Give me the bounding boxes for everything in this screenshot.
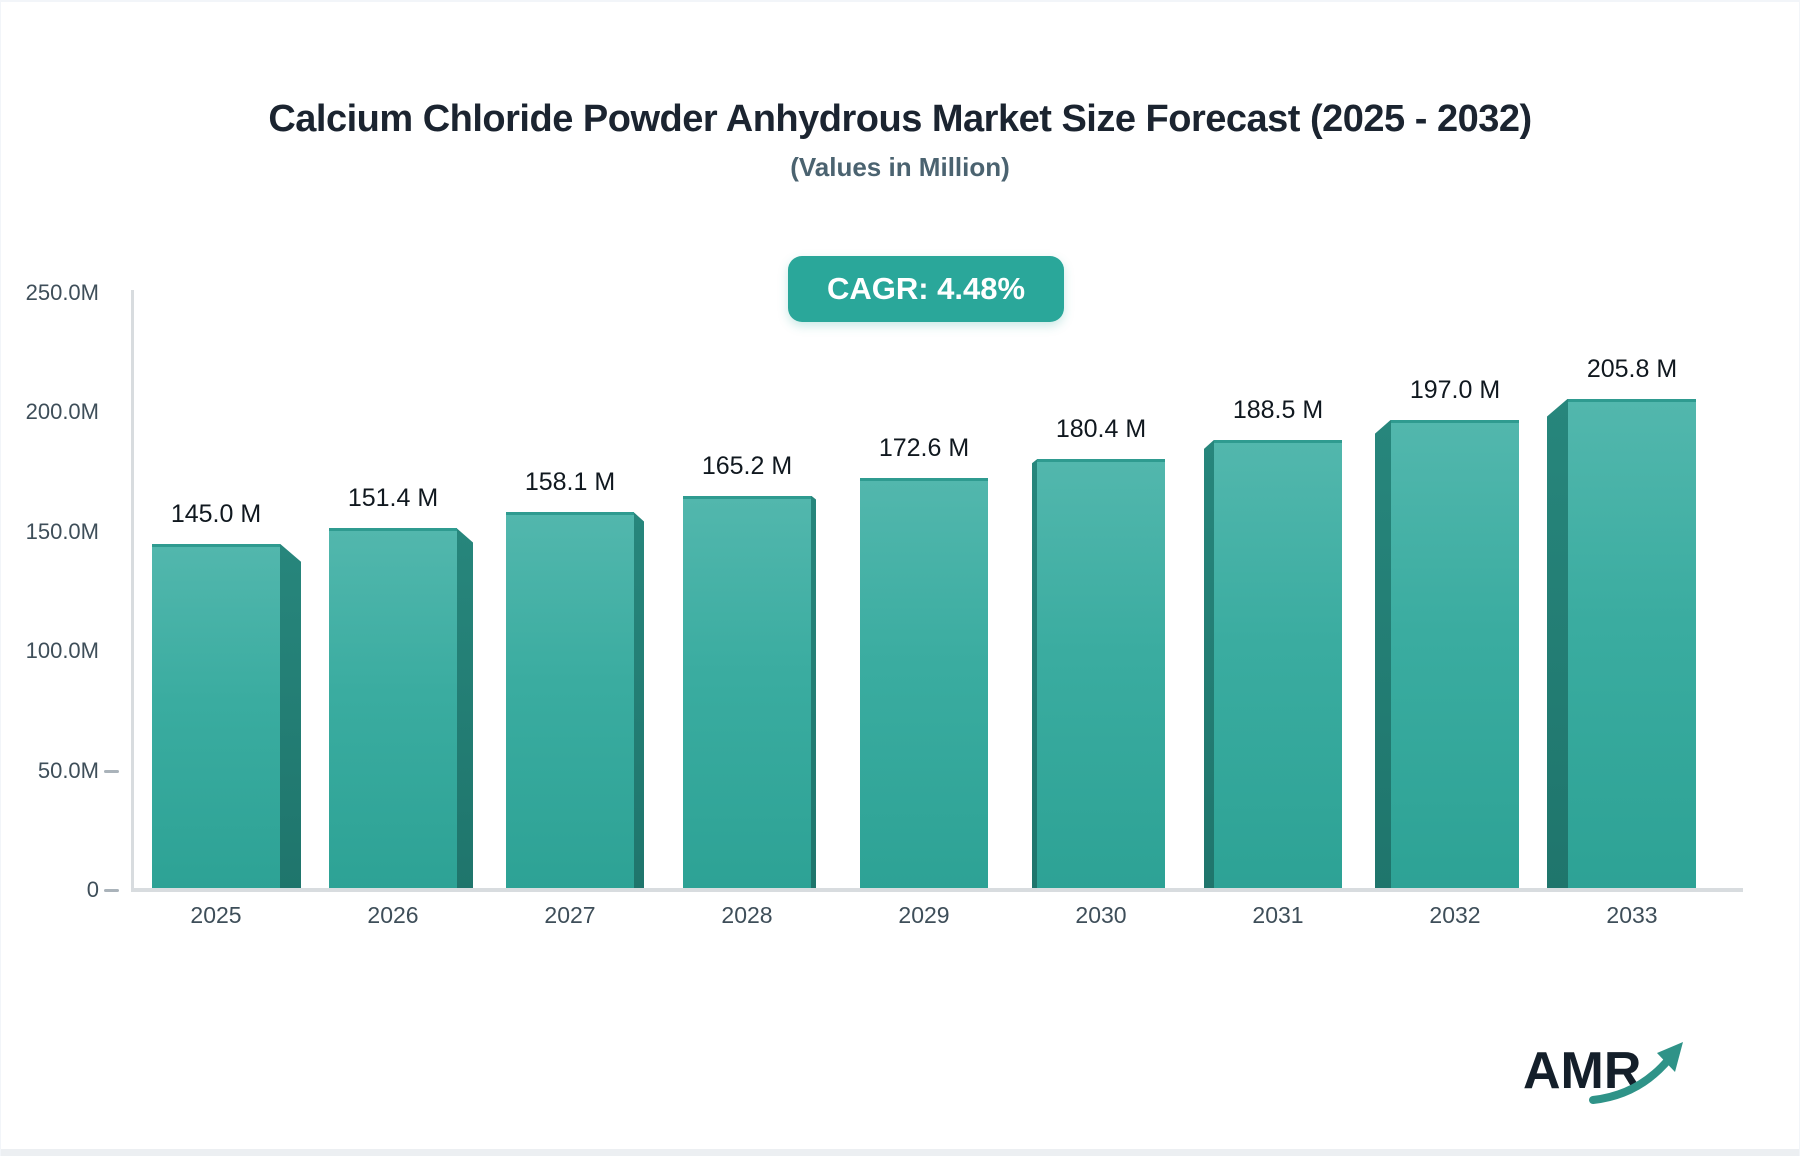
x-axis-label-2026: 2026 <box>367 902 419 928</box>
x-axis-label-2028: 2028 <box>721 902 773 928</box>
bar-side-face-2026 <box>457 528 473 891</box>
bar-2028 <box>683 495 811 891</box>
y-axis-tick-label: 150.0M <box>25 518 99 544</box>
bar-value-label-2025: 145.0 M <box>170 499 262 528</box>
bar-2031 <box>1214 439 1342 891</box>
bar-side-face-2027 <box>634 512 644 891</box>
bar-side-face-2025 <box>280 543 301 891</box>
amr-logo: AMR <box>1523 1042 1683 1104</box>
bar-value-label-2031: 188.5 M <box>1232 395 1324 424</box>
chart-title: Calcium Chloride Powder Anhydrous Market… <box>268 98 1532 140</box>
x-axis-label-2027: 2027 <box>544 902 596 928</box>
bar-2025 <box>152 543 280 891</box>
bar-2027 <box>506 512 634 891</box>
y-axis-tick-label: 0 <box>86 877 99 902</box>
bar-value-label-2026: 151.4 M <box>347 484 439 513</box>
bar-value-label-2028: 165.2 M <box>701 451 793 480</box>
growth-arrow-icon <box>1589 1042 1683 1104</box>
bar-value-label-2030: 180.4 M <box>1055 415 1147 444</box>
x-axis-line <box>131 888 1743 892</box>
y-axis-tick-mark <box>104 889 119 892</box>
x-axis-label-2031: 2031 <box>1252 902 1304 928</box>
bottom-edge-strip <box>1 1149 1799 1156</box>
chart-subtitle: (Values in Million) <box>790 152 1010 182</box>
bar-2029 <box>860 477 988 891</box>
bar-side-face-2028 <box>811 495 816 891</box>
x-axis-label-2032: 2032 <box>1429 902 1481 928</box>
x-axis-label-2025: 2025 <box>190 902 242 928</box>
bar-side-face-2030 <box>1032 459 1037 891</box>
bar-value-label-2029: 172.6 M <box>878 433 970 462</box>
bar-value-label-2027: 158.1 M <box>524 468 616 497</box>
bar-2026 <box>329 528 457 891</box>
bar-side-face-2033 <box>1547 398 1568 891</box>
y-axis-tick-label: 100.0M <box>25 638 99 664</box>
bar-2033 <box>1568 398 1696 891</box>
bar-value-label-2033: 205.8 M <box>1586 354 1678 383</box>
bar-side-face-2032 <box>1375 419 1391 891</box>
y-axis-tick-label: 200.0M <box>25 399 99 425</box>
cagr-badge: CAGR: 4.48% <box>788 256 1064 322</box>
bar-2032 <box>1391 419 1519 891</box>
x-axis-label-2030: 2030 <box>1075 902 1127 928</box>
y-axis-line <box>131 290 134 891</box>
bar-side-face-2031 <box>1204 439 1214 891</box>
x-axis-label-2033: 2033 <box>1606 902 1658 928</box>
y-axis-tick-label: 50.0M <box>37 757 99 783</box>
y-axis-tick-mark <box>104 769 119 773</box>
y-axis-tick-label: 250.0M <box>25 280 99 305</box>
x-axis-label-2029: 2029 <box>898 902 950 928</box>
bar-2030 <box>1037 459 1165 891</box>
bar-value-label-2032: 197.0 M <box>1409 375 1501 404</box>
